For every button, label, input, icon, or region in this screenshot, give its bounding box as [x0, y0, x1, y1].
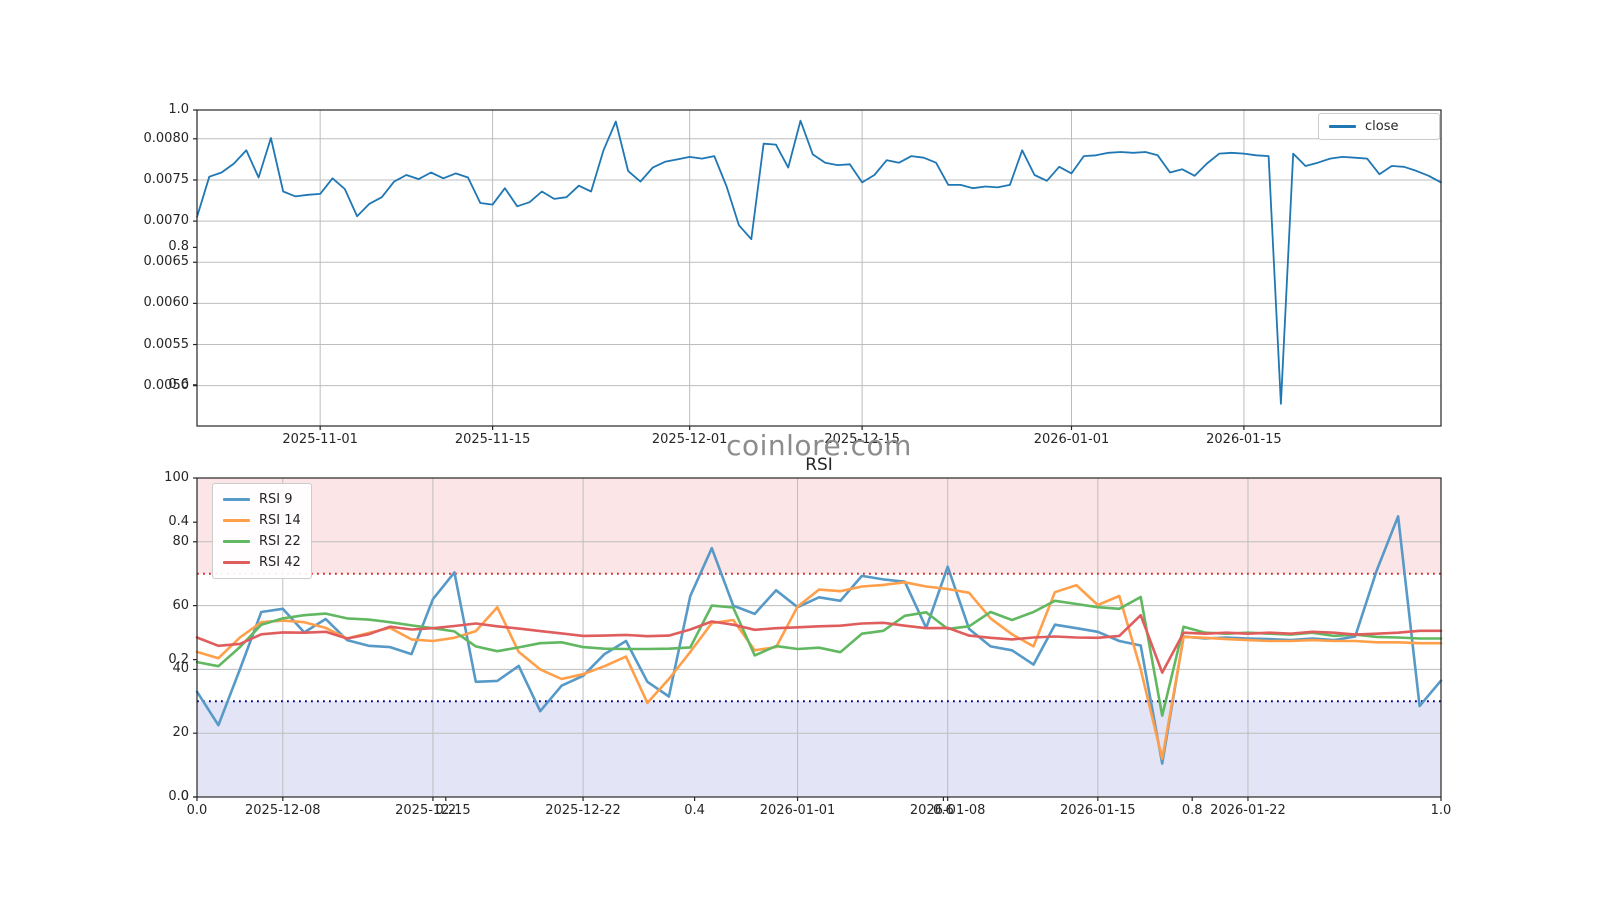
hidden-axis-x-tick-label: 0.0 [186, 803, 208, 818]
rsi-line-rsi-14 [195, 580, 1443, 761]
rsi-line-rsi-9 [195, 514, 1443, 765]
hidden-axis-x-tick-label: 0.2 [435, 803, 457, 818]
price-x-tick-label: 2025-12-15 [824, 432, 900, 447]
price-y-tick-label: 0.0065 [143, 254, 190, 270]
price-y-tick-label: 0.0060 [143, 295, 190, 311]
rsi-x-tick-label: 2026-01-01 [759, 803, 836, 818]
rsi-y-tick-label: 20 [172, 725, 189, 741]
legend-rsi-row: RSI 14 [223, 510, 301, 531]
price-y-tick-label: 0.0070 [143, 213, 190, 229]
price-y-tick-label: 0.0055 [143, 336, 190, 352]
price-y-tick-label: 0.0080 [143, 130, 190, 146]
hidden-axis-y-tick-label: 0.8 [168, 239, 189, 255]
legend-rsi-row: RSI 42 [223, 552, 301, 573]
rsi-line-swatch [223, 540, 250, 543]
legend-rsi-label: RSI 9 [259, 492, 293, 507]
rsi-x-tick-label: 2025-12-22 [545, 803, 621, 818]
hidden-axis-x-tick-label: 0.6 [933, 803, 954, 818]
rsi-y-tick-label: 80 [172, 533, 189, 549]
rsi-panel-title: RSI [805, 455, 833, 475]
legend-rsi-label: RSI 22 [259, 534, 301, 549]
rsi-x-tick-label: 2026-01-08 [909, 803, 986, 818]
rsi-y-tick-label: 60 [172, 597, 189, 613]
rsi-line-rsi-22 [195, 595, 1443, 718]
rsi-line-swatch [223, 519, 250, 522]
watermark: coinlore.com [726, 429, 912, 462]
rsi-line-rsi-42 [195, 613, 1443, 674]
legend-rsi-label: RSI 42 [259, 555, 301, 570]
oversold-band [197, 701, 1441, 797]
hidden-axis-x-tick-label: 0.8 [1181, 803, 1203, 818]
rsi-x-tick-label: 2025-12-08 [245, 803, 321, 818]
price-x-tick-label: 2025-11-01 [282, 432, 358, 447]
rsi-y-tick-label: 100 [164, 470, 189, 485]
price-x-tick-label: 2025-11-15 [454, 432, 531, 447]
rsi-line-swatch [223, 498, 250, 501]
legend-close-label: close [1365, 119, 1399, 134]
hidden-axis-x-tick-label: 1.0 [1430, 803, 1452, 818]
legend-rsi-row: RSI 9 [223, 489, 301, 510]
legend-rsi-row: RSI 22 [223, 531, 301, 552]
rsi-line-swatch [223, 561, 250, 564]
panel-frame-1 [196, 109, 1442, 427]
rsi-x-tick-label: 2026-01-22 [1210, 803, 1286, 818]
hidden-axis-x-tick-label: 0.4 [684, 803, 705, 818]
price-x-tick-label: 2026-01-01 [1033, 432, 1110, 447]
hidden-axis-y-tick-label: 0.0 [168, 789, 189, 804]
hidden-axis-y-tick-label: 1.0 [168, 102, 189, 117]
legend-rsi: RSI 9 RSI 14 RSI 22 RSI 42 [212, 483, 312, 579]
close-line [196, 119, 1442, 405]
close-line-swatch [1329, 125, 1356, 128]
rsi-x-tick-label: 2025-12-15 [395, 803, 471, 818]
price-y-tick-label: 0.0075 [143, 171, 190, 187]
hidden-axis-y-tick-label: 0.4 [168, 514, 189, 530]
rsi-y-tick-label: 40 [172, 661, 189, 677]
panel-frame-2 [196, 477, 1442, 798]
hidden-axis-y-tick-label: 0.2 [168, 651, 189, 667]
price-x-tick-label: 2026-01-15 [1206, 432, 1282, 447]
overbought-band [197, 478, 1441, 574]
price-y-tick-label: 0.0050 [143, 377, 190, 393]
legend-close: close [1318, 113, 1440, 140]
legend-rsi-label: RSI 14 [259, 513, 301, 528]
hidden-axis-y-tick-label: 0.6 [168, 376, 189, 392]
rsi-x-tick-label: 2026-01-15 [1060, 803, 1136, 818]
rsi-y-tick-label: 0 [180, 789, 189, 804]
price-x-tick-label: 2025-12-01 [651, 432, 728, 447]
